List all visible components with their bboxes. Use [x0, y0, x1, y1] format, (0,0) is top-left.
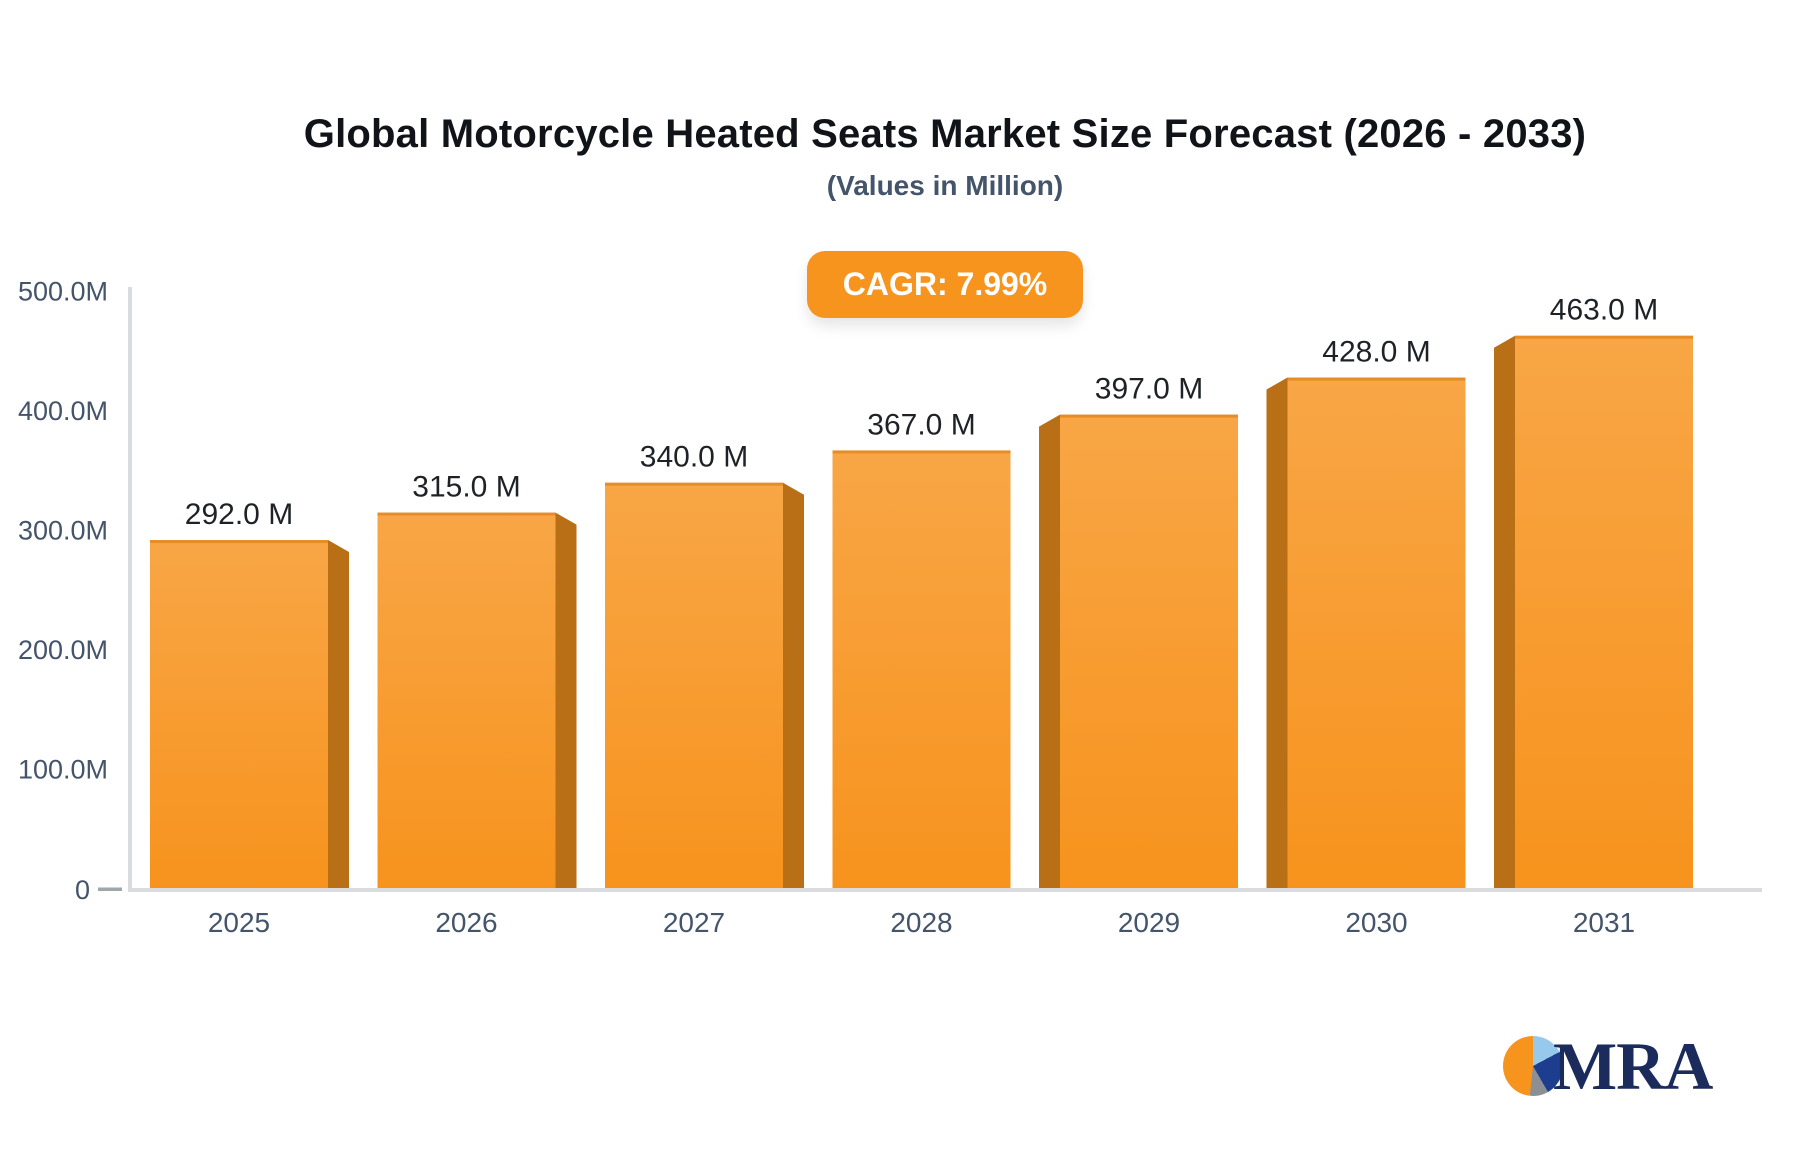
bar-2030-top-edge — [1287, 377, 1466, 381]
x-tick-label-2030: 2030 — [1345, 907, 1407, 938]
bar-value-label-2025: 292.0 M — [185, 498, 293, 531]
brand-name: MRA — [1553, 1028, 1713, 1104]
bar-2027-top-edge — [605, 482, 783, 486]
bar-2027-face — [605, 482, 783, 889]
bar-2029-face — [1060, 414, 1238, 889]
y-tick-label-0: 0 — [75, 875, 90, 905]
bar-2028-face — [832, 450, 1011, 889]
bar-value-label-2028: 367.0 M — [867, 408, 975, 441]
cagr-badge-row: CAGR: 7.99% — [90, 251, 1800, 318]
y-tick-label-400.0M: 400.0M — [18, 396, 108, 426]
bar-2028-top-edge — [832, 450, 1011, 454]
chart-subtitle: (Values in Million) — [826, 170, 1064, 201]
x-tick-label-2029: 2029 — [1118, 907, 1180, 938]
bar-2030-side — [1266, 377, 1288, 889]
bar-value-label-2030: 428.0 M — [1322, 336, 1430, 369]
bar-value-label-2026: 315.0 M — [412, 471, 520, 504]
y-tick-label-200.0M: 200.0M — [18, 635, 108, 665]
bar-2025-face — [150, 540, 328, 889]
bar-2026-side — [555, 512, 577, 889]
x-tick-label-2026: 2026 — [435, 907, 497, 938]
bar-2027-side — [783, 482, 804, 889]
chart-title: Global Motorcycle Heated Seats Market Si… — [303, 112, 1587, 156]
x-tick-label-2027: 2027 — [663, 907, 725, 938]
bar-2031-face — [1515, 335, 1693, 890]
pie-chart-icon — [1503, 1036, 1563, 1096]
x-axis-line — [128, 888, 1762, 892]
bar-2031-side — [1494, 335, 1515, 890]
bar-2025-side — [328, 540, 349, 889]
brand-logo: MRA — [1503, 1028, 1713, 1104]
zero-tick-mark — [98, 887, 122, 891]
bar-2029-top-edge — [1060, 414, 1238, 418]
x-tick-label-2028: 2028 — [890, 907, 952, 938]
bar-2031-top-edge — [1515, 335, 1693, 339]
bar-value-label-2027: 340.0 M — [640, 441, 748, 474]
x-tick-label-2025: 2025 — [208, 907, 270, 938]
bar-value-label-2029: 397.0 M — [1095, 373, 1203, 406]
y-axis-line — [128, 287, 132, 892]
cagr-badge: CAGR: 7.99% — [806, 251, 1084, 318]
bar-2026-top-edge — [377, 512, 556, 516]
y-tick-label-100.0M: 100.0M — [18, 755, 108, 785]
bar-2026-face — [377, 512, 556, 889]
bar-2030-face — [1287, 377, 1466, 889]
x-tick-label-2031: 2031 — [1573, 907, 1635, 938]
bar-2025-top-edge — [150, 540, 328, 544]
y-tick-label-300.0M: 300.0M — [18, 516, 108, 546]
bar-2029-side — [1039, 414, 1060, 889]
